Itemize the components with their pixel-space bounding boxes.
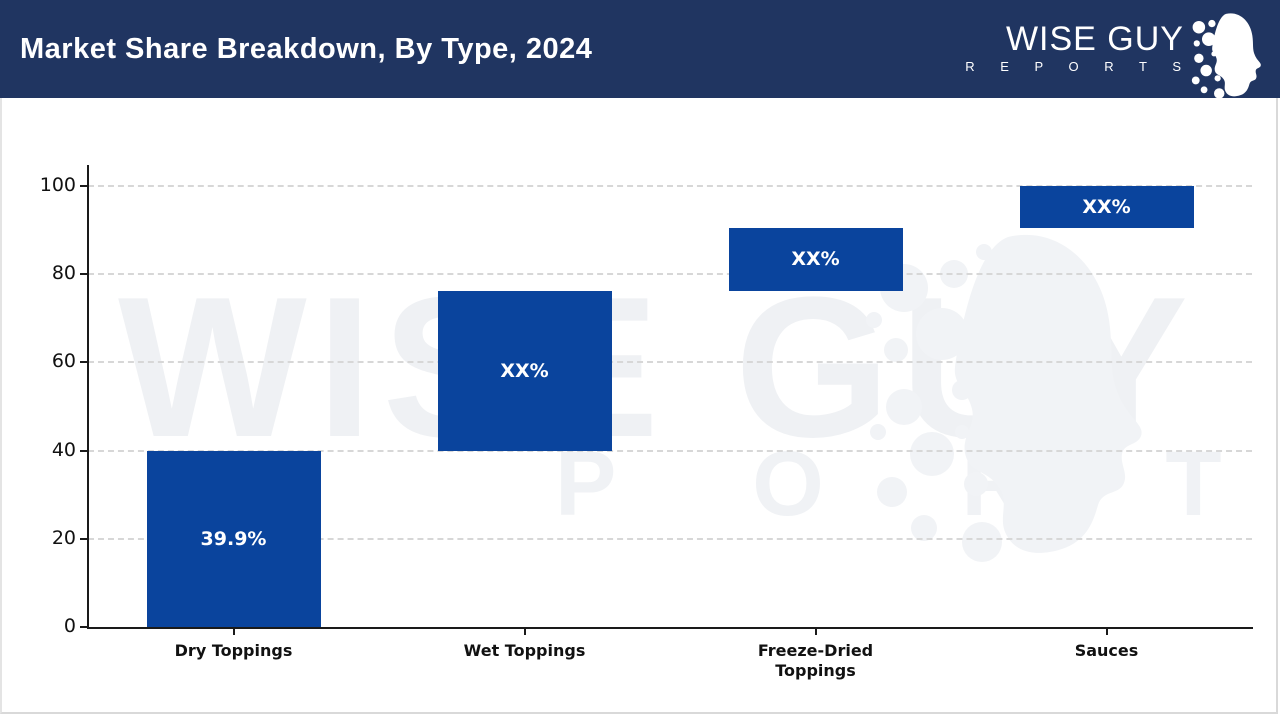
header: Market Share Breakdown, By Type, 2024 WI… (0, 0, 1280, 99)
y-tick-label-40: 40 (51, 438, 76, 461)
wiseguy-logo: WISE GUY R E P O R T S (965, 8, 1262, 99)
category-label-4: Sauces (1074, 641, 1139, 660)
bar-value-label: XX% (500, 359, 549, 382)
x-axis (87, 627, 1253, 629)
x-tick-mark (523, 627, 526, 635)
bar-dry-toppings: 39.9% (146, 451, 321, 627)
bar-value-label: XX% (791, 248, 840, 271)
logo-subtitle: R E P O R T S (965, 59, 1192, 74)
bar-value-label: XX% (1082, 195, 1131, 218)
watermark-face-icon (866, 234, 1142, 562)
bar-value-label: 39.9% (200, 528, 267, 550)
gridline-80 (88, 273, 1252, 276)
x-tick-mark (232, 627, 235, 635)
y-tick-mark (80, 361, 88, 364)
category-label-3: Freeze-Dried Toppings (757, 641, 874, 680)
y-tick-mark (80, 449, 88, 452)
y-tick-label-0: 0 (63, 615, 76, 637)
bar-freeze-dried-toppings: XX% (728, 227, 903, 291)
x-tick-mark (1105, 627, 1108, 635)
category-label-1: Dry Toppings (174, 641, 293, 660)
logo-wordmark: WISE GUY (1005, 20, 1184, 58)
gridline-40 (88, 449, 1252, 452)
logo-face-icon (1191, 13, 1261, 99)
y-tick-mark (80, 185, 88, 187)
bar-wet-toppings: XX% (437, 290, 612, 452)
gridline-20 (88, 537, 1252, 540)
x-tick-mark (814, 627, 817, 635)
y-tick-label-20: 20 (51, 526, 76, 549)
category-label-2: Wet Toppings (463, 641, 586, 660)
y-tick-mark (80, 626, 88, 628)
gridline-100 (88, 185, 1252, 187)
y-tick-label-100: 100 (39, 174, 76, 196)
y-tick-label-60: 60 (51, 350, 76, 373)
y-axis (87, 165, 89, 629)
y-tick-mark (80, 537, 88, 540)
y-tick-label-80: 80 (51, 262, 76, 285)
gridline-60 (88, 361, 1252, 364)
logo-text: WISE GUY R E P O R T S (965, 22, 1184, 74)
y-tick-mark (80, 273, 88, 276)
bar-sauces: XX% (1019, 186, 1194, 228)
page-title: Market Share Breakdown, By Type, 2024 (20, 32, 593, 65)
